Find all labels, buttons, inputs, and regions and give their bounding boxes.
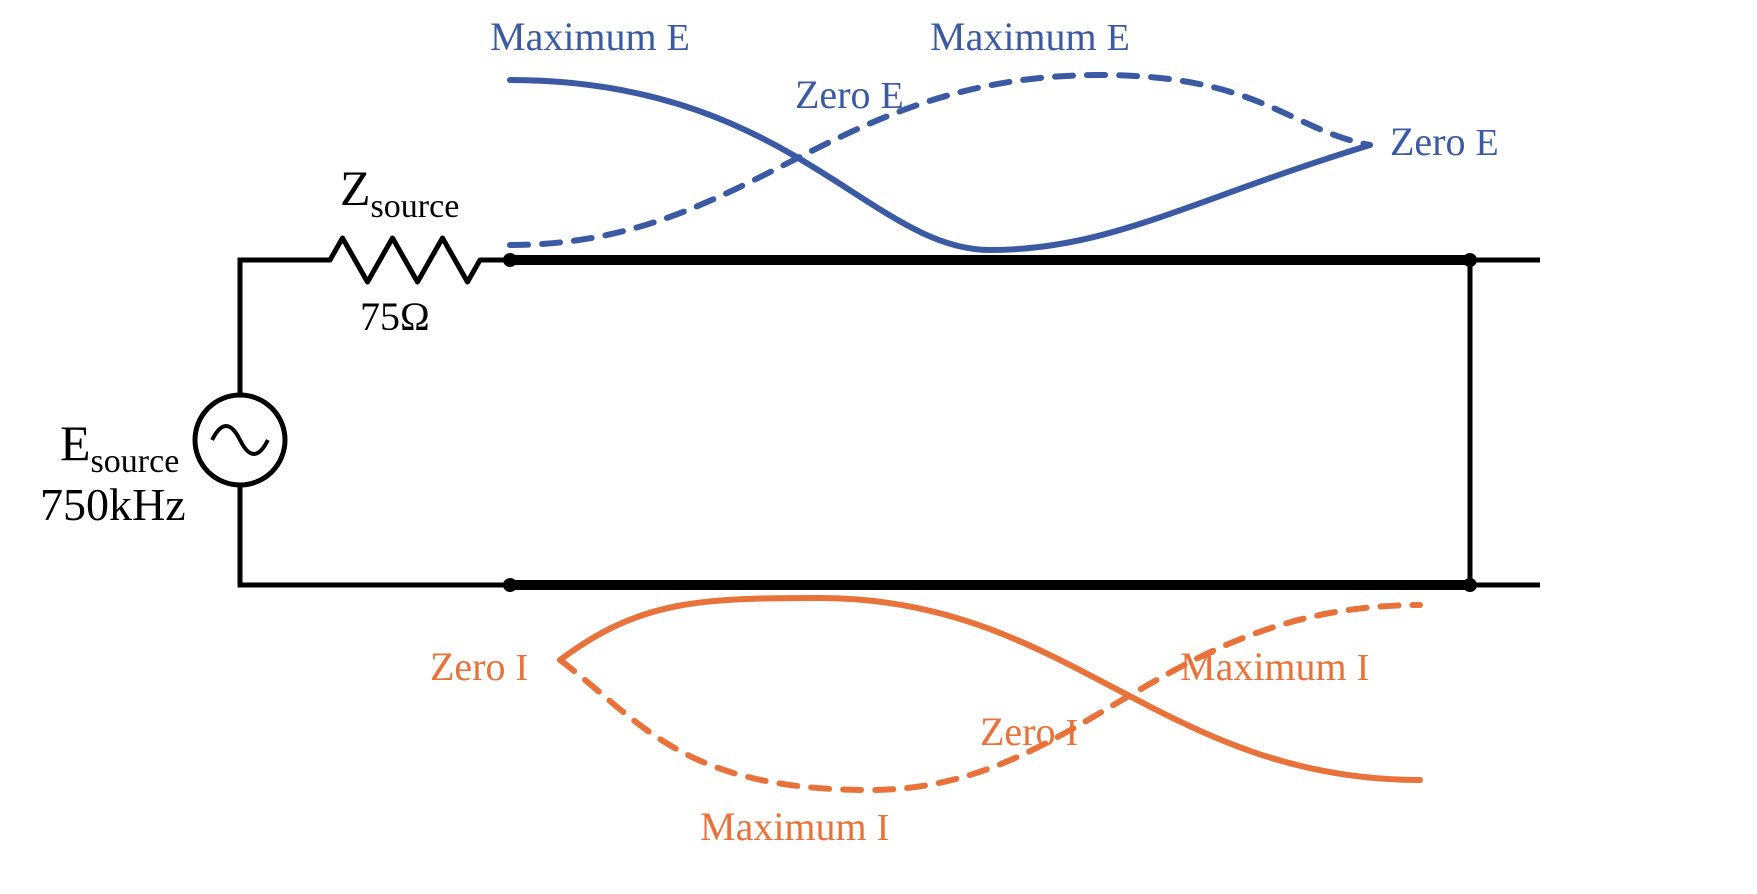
zero-e-label-mid: Zero E: [795, 72, 904, 117]
transmission-line-diagram: Esource 750kHz Zsource 75Ω Maximum E Max…: [0, 0, 1757, 894]
ac-source: [195, 395, 285, 485]
frequency-label: 750kHz: [40, 479, 186, 530]
max-e-label-2: Maximum E: [930, 14, 1130, 59]
z-value-label: 75Ω: [360, 294, 430, 339]
max-e-label-1: Maximum E: [490, 14, 690, 59]
voltage-waves: [510, 75, 1370, 250]
current-waves: [560, 598, 1420, 790]
z-source-label: Zsource: [340, 160, 459, 225]
zero-e-label-right: Zero E: [1390, 119, 1499, 164]
circuit-wires: [238, 258, 1541, 588]
e-source-label: Esource: [60, 415, 179, 480]
connection-nodes: [503, 253, 1477, 592]
transmission-line: [510, 260, 1470, 585]
max-i-label-right: Maximum I: [1180, 644, 1369, 689]
zero-i-label-left: Zero I: [430, 644, 528, 689]
source-impedance-resistor: [330, 238, 480, 282]
zero-i-label-mid: Zero I: [980, 709, 1078, 754]
voltage-dashed-curve: [510, 75, 1370, 245]
max-i-label-bottom: Maximum I: [700, 804, 889, 849]
